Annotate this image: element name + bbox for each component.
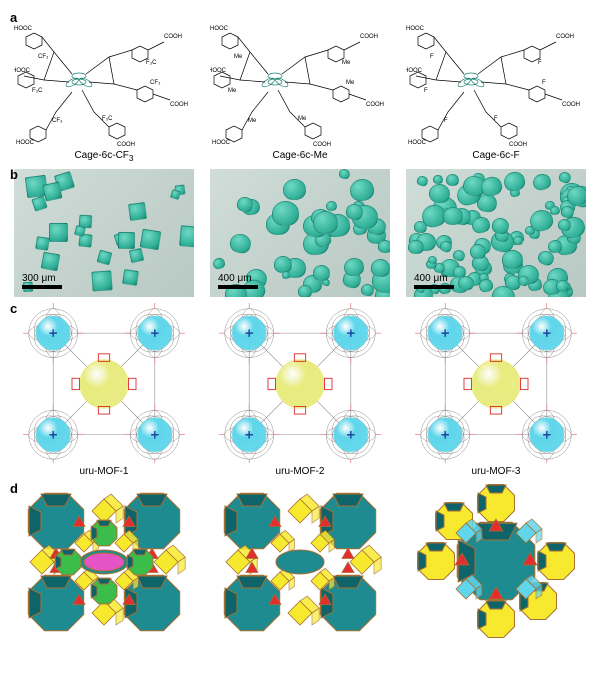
- svg-text:HOOC: HOOC: [16, 140, 35, 146]
- svg-text:F: F: [444, 118, 448, 124]
- micrograph-3: 400 μm: [406, 169, 586, 297]
- svg-text:Me: Me: [228, 88, 237, 94]
- micrograph-1: 300 μm: [14, 169, 194, 297]
- svg-text:Me: Me: [248, 118, 257, 124]
- caption-a1: Cage-6c-CF3: [74, 150, 133, 163]
- chem-struct-cf3: COOH COOH COOH HOOC HOOC HOOC F₃C CF₃ F₃…: [14, 12, 194, 147]
- cell-a2: COOH COOH COOH HOOC HOOC HOOC Me Me Me M…: [208, 12, 392, 163]
- cap-a1-prefix: Cage-6c-: [74, 150, 115, 161]
- cell-b1: 300 μm: [12, 169, 196, 297]
- svg-text:Me: Me: [346, 80, 355, 86]
- svg-text:COOH: COOH: [562, 102, 580, 108]
- struct-uru-2: [210, 303, 390, 463]
- svg-text:COOH: COOH: [170, 102, 188, 108]
- figure: a COOH: [12, 12, 588, 638]
- svg-text:HOOC: HOOC: [210, 26, 229, 32]
- caption-a3: Cage-6c-F: [472, 150, 519, 161]
- topology-2: [210, 483, 390, 638]
- cell-b3: 400 μm: [404, 169, 588, 297]
- micrograph-2: 400 μm: [210, 169, 390, 297]
- panel-label-c: c: [10, 301, 17, 316]
- svg-text:F₃C: F₃C: [32, 88, 43, 94]
- row-c: c: [12, 303, 588, 477]
- svg-text:CF₃: CF₃: [52, 118, 63, 124]
- chem-struct-f: COOH COOH COOH HOOC HOOC HOOC F F F F F …: [406, 12, 586, 147]
- scalebar-label: 400 μm: [218, 273, 252, 284]
- panel-label-d: d: [10, 481, 18, 496]
- topology-3: [406, 483, 586, 638]
- cell-a1: COOH COOH COOH HOOC HOOC HOOC F₃C CF₃ F₃…: [12, 12, 196, 163]
- svg-text:COOH: COOH: [509, 142, 527, 147]
- caption-a2: Cage-6c-Me: [272, 150, 327, 161]
- panel-label-b: b: [10, 167, 18, 182]
- svg-text:COOH: COOH: [313, 142, 331, 147]
- svg-text:F: F: [538, 60, 542, 66]
- svg-text:F: F: [542, 80, 546, 86]
- cap-a3-suffix: F: [514, 150, 520, 161]
- row-d: d: [12, 483, 588, 638]
- cell-c3: uru-MOF-3: [404, 303, 588, 477]
- cell-b2: 400 μm: [208, 169, 392, 297]
- svg-text:F₃C: F₃C: [102, 116, 113, 122]
- topology-1: [14, 483, 194, 638]
- cell-c1: uru-MOF-1: [12, 303, 196, 477]
- cell-d3: [404, 483, 588, 638]
- svg-text:Me: Me: [298, 116, 307, 122]
- caption-c2: uru-MOF-2: [276, 466, 325, 477]
- row-a: a COOH: [12, 12, 588, 163]
- cell-c2: uru-MOF-2: [208, 303, 392, 477]
- svg-text:HOOC: HOOC: [212, 140, 231, 146]
- struct-uru-1: [14, 303, 194, 463]
- svg-text:COOH: COOH: [366, 102, 384, 108]
- svg-text:CF₃: CF₃: [150, 80, 161, 86]
- scalebar-label: 300 μm: [22, 273, 56, 284]
- svg-text:F: F: [430, 54, 434, 60]
- caption-c1: uru-MOF-1: [80, 466, 129, 477]
- cap-a3-prefix: Cage-6c-: [472, 150, 513, 161]
- caption-c3: uru-MOF-3: [472, 466, 521, 477]
- row-b: b 300 μm 400 μm 400 μm: [12, 169, 588, 297]
- cap-a2-prefix: Cage-6c-: [272, 150, 313, 161]
- svg-text:F: F: [424, 88, 428, 94]
- svg-text:HOOC: HOOC: [406, 26, 425, 32]
- svg-text:HOOC: HOOC: [406, 68, 423, 74]
- svg-text:HOOC: HOOC: [14, 68, 31, 74]
- svg-text:COOH: COOH: [556, 34, 574, 40]
- cell-a3: COOH COOH COOH HOOC HOOC HOOC F F F F F …: [404, 12, 588, 163]
- svg-text:COOH: COOH: [164, 34, 182, 40]
- svg-text:F₃C: F₃C: [146, 60, 157, 66]
- svg-text:Me: Me: [342, 60, 351, 66]
- svg-text:CF₃: CF₃: [38, 54, 49, 60]
- panel-label-a: a: [10, 10, 17, 25]
- svg-text:F: F: [494, 116, 498, 122]
- svg-text:HOOC: HOOC: [210, 68, 227, 74]
- struct-uru-3: [406, 303, 586, 463]
- svg-text:Me: Me: [234, 54, 243, 60]
- svg-text:COOH: COOH: [360, 34, 378, 40]
- chem-struct-me: COOH COOH COOH HOOC HOOC HOOC Me Me Me M…: [210, 12, 390, 147]
- cap-a1-sub: 3: [129, 153, 134, 163]
- svg-text:HOOC: HOOC: [408, 140, 427, 146]
- cell-d1: [12, 483, 196, 638]
- cap-a1-suffix: CF: [116, 150, 129, 161]
- cell-d2: [208, 483, 392, 638]
- svg-text:COOH: COOH: [117, 142, 135, 147]
- svg-text:HOOC: HOOC: [14, 26, 33, 32]
- cap-a2-suffix: Me: [314, 150, 328, 161]
- scalebar-label: 400 μm: [414, 273, 448, 284]
